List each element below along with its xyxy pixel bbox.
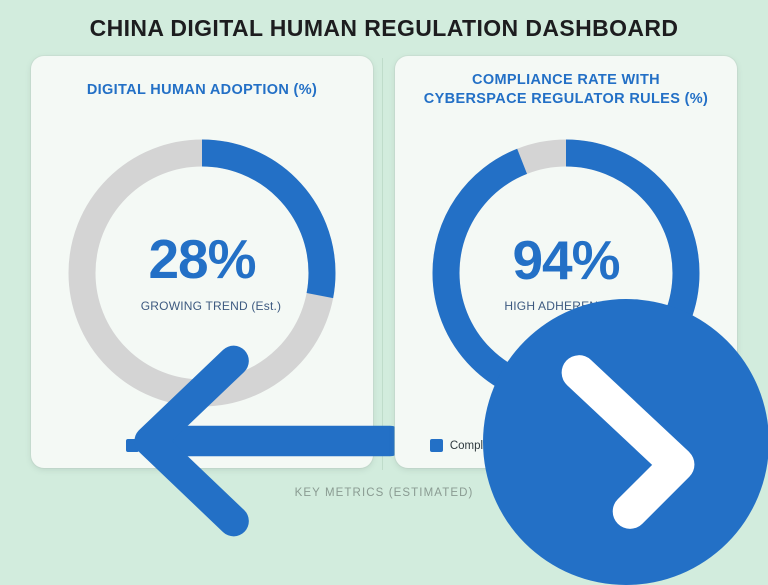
panel-divider xyxy=(382,58,383,470)
donut-segment-compliant xyxy=(432,139,700,406)
legend-compliance: Compliant Non-Compliant / Under Review xyxy=(429,439,703,456)
legend-label: Adoption xyxy=(145,439,192,452)
legend-label: Potential xyxy=(233,439,279,452)
panels-container: DIGITAL HUMAN ADOPTION (%) 28% xyxy=(0,56,768,585)
legend-item[interactable]: Potential xyxy=(213,439,278,452)
legend-adoption: Adoption Potential xyxy=(125,439,278,456)
legend-item[interactable]: Compliant xyxy=(429,439,502,452)
legend-label: Non-Compliant / Under Review xyxy=(543,439,703,452)
page-title: CHINA DIGITAL HUMAN REGULATION DASHBOARD xyxy=(89,14,679,41)
donut-chart-compliance: 94% HIGH ADHERENCE (Est.) xyxy=(405,106,768,585)
legend-swatch-compliant xyxy=(429,439,443,452)
panel-title-compliance: COMPLIANCE RATE WITH CYBERSPACE REGULATO… xyxy=(424,70,708,110)
dashboard-header: CHINA DIGITAL HUMAN REGULATION DASHBOARD xyxy=(0,0,768,56)
panel-digital-human-adoption: DIGITAL HUMAN ADOPTION (%) 28% xyxy=(31,56,405,537)
panel-title-line-1: DIGITAL HUMAN ADOPTION (%) xyxy=(86,81,318,98)
legend-item[interactable]: Adoption xyxy=(125,439,192,452)
legend-swatch-adoption xyxy=(125,439,139,452)
legend-item[interactable]: Non-Compliant / Under Review xyxy=(523,439,703,452)
panel-compliance-rate: COMPLIANCE RATE WITH CYBERSPACE REGULATO… xyxy=(395,56,768,585)
donut-svg-compliance xyxy=(432,139,700,406)
panel-title-line-2: CYBERSPACE REGULATOR RULES (%) xyxy=(423,91,709,107)
legend-swatch-potential xyxy=(213,439,227,452)
donut-segment-adoption xyxy=(68,139,336,406)
panel-title-adoption: DIGITAL HUMAN ADOPTION (%) xyxy=(87,70,317,110)
footer-note: KEY METRICS (ESTIMATED) xyxy=(294,487,474,499)
legend-label: Compliant xyxy=(449,439,502,452)
donut-chart-adoption: 28% GROWING TREND (Est.) xyxy=(41,106,405,537)
panel-title-line-1: COMPLIANCE RATE WITH xyxy=(472,72,660,88)
legend-swatch-non-compliant xyxy=(523,439,537,452)
dashboard-footer: KEY METRICS (ESTIMATED) xyxy=(0,471,768,515)
donut-svg-adoption xyxy=(68,139,336,406)
